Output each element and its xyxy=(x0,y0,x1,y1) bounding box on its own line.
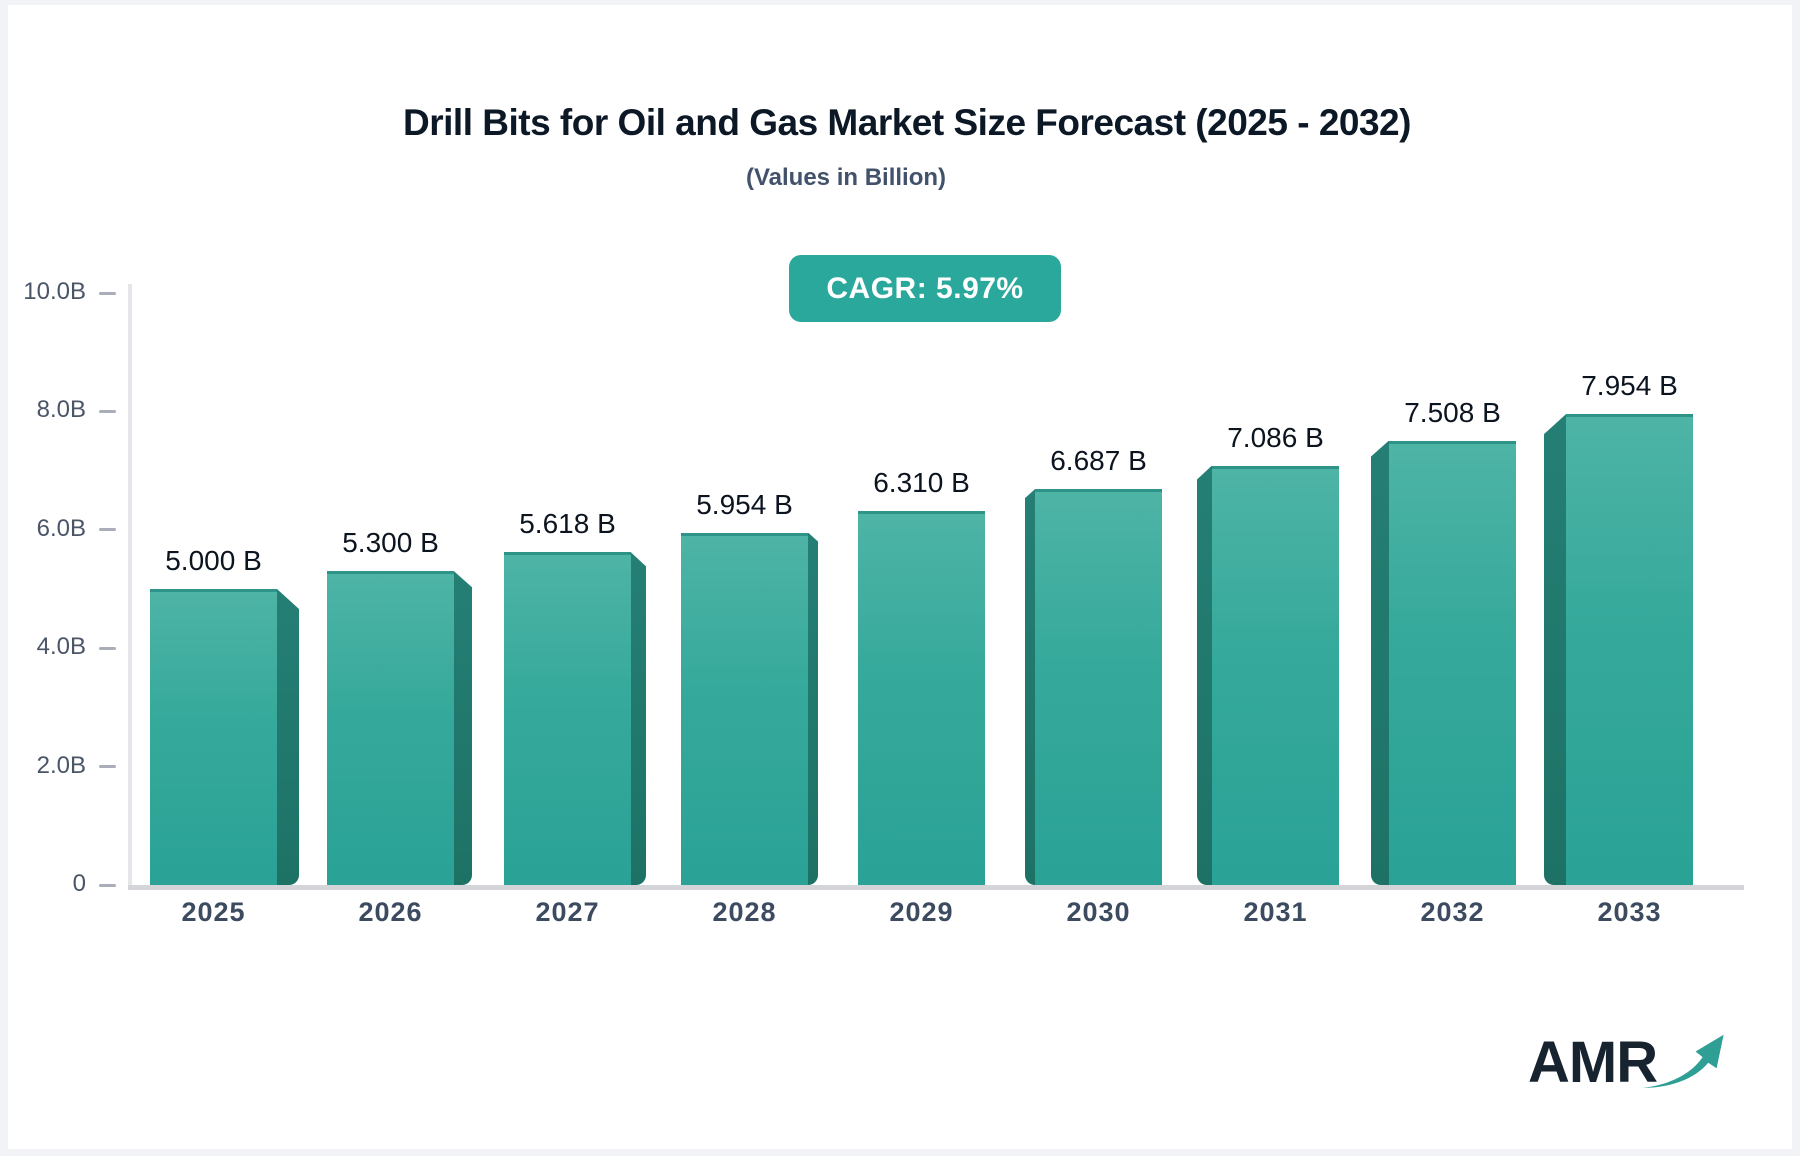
bar-top-edge xyxy=(1035,489,1162,493)
x-tick-label: 2026 xyxy=(358,897,423,927)
bar-side xyxy=(1544,414,1566,885)
bar-side xyxy=(454,571,472,885)
bar-value-label: 5.954 B xyxy=(696,488,793,520)
x-tick-label: 2029 xyxy=(889,897,954,927)
y-tick-mark xyxy=(99,765,116,769)
bar-front xyxy=(858,511,985,885)
x-tick-label: 2025 xyxy=(181,897,246,927)
cagr-badge: CAGR: 5.97% xyxy=(789,255,1061,322)
cagr-badge-label: CAGR: 5.97% xyxy=(826,271,1024,305)
bar-top-edge xyxy=(327,571,454,575)
bar-value-label: 6.687 B xyxy=(1050,445,1147,477)
bar-front xyxy=(1212,465,1339,885)
bar-side xyxy=(277,589,299,885)
bar-value-label: 7.086 B xyxy=(1227,421,1324,453)
bar-front xyxy=(1035,489,1162,885)
bar-value-label: 5.300 B xyxy=(342,527,439,559)
bar-top-edge xyxy=(1389,440,1516,444)
bar-side xyxy=(808,532,818,885)
bar-side xyxy=(631,552,646,885)
y-tick-mark xyxy=(99,528,116,532)
bar-front xyxy=(504,552,631,885)
y-tick-mark xyxy=(99,291,116,295)
bar-top-edge xyxy=(1566,414,1693,418)
bar-top-edge xyxy=(504,552,631,556)
bar-top-edge xyxy=(1212,465,1339,469)
x-tick-label: 2033 xyxy=(1597,897,1662,927)
y-tick-label: 10.0B xyxy=(23,278,86,305)
bar-value-label: 7.508 B xyxy=(1404,396,1501,428)
x-tick-label: 2030 xyxy=(1066,897,1131,927)
bar-front xyxy=(1566,414,1693,885)
bar-front xyxy=(150,589,277,885)
bar-front xyxy=(681,532,808,885)
bar-value-label: 5.618 B xyxy=(519,508,616,540)
y-axis-line xyxy=(128,284,132,885)
bar-side xyxy=(1197,465,1212,885)
y-tick-label: 0 xyxy=(72,870,86,897)
x-tick-label: 2031 xyxy=(1243,897,1308,927)
trend-up-arrow-icon xyxy=(1641,1030,1725,1099)
x-tick-label: 2028 xyxy=(712,897,777,927)
bar-top-edge xyxy=(858,511,985,515)
bar-side xyxy=(1371,440,1389,885)
bar-value-label: 7.954 B xyxy=(1581,370,1678,402)
x-tick-label: 2027 xyxy=(535,897,600,927)
amr-logo: AMR xyxy=(1528,1026,1725,1099)
bar-side xyxy=(1025,489,1035,885)
y-tick-label: 8.0B xyxy=(36,396,86,424)
y-tick-mark xyxy=(99,409,116,413)
bar-top-edge xyxy=(681,532,808,536)
x-axis-baseline xyxy=(128,885,1744,890)
chart-title: Drill Bits for Oil and Gas Market Size F… xyxy=(403,102,1411,143)
bar-front xyxy=(1389,440,1516,885)
bar-value-label: 5.000 B xyxy=(165,545,262,576)
y-tick-mark xyxy=(99,883,116,887)
bar-value-label: 6.310 B xyxy=(873,467,970,499)
amr-logo-text: AMR xyxy=(1528,1030,1658,1095)
chart-subtitle: (Values in Billion) xyxy=(745,164,947,191)
y-tick-label: 6.0B xyxy=(36,514,86,542)
y-tick-mark xyxy=(99,646,116,650)
bar-front xyxy=(327,571,454,885)
y-tick-label: 4.0B xyxy=(36,633,86,661)
x-tick-label: 2032 xyxy=(1420,897,1485,927)
y-tick-label: 2.0B xyxy=(36,751,86,779)
bar-top-edge xyxy=(150,589,277,592)
